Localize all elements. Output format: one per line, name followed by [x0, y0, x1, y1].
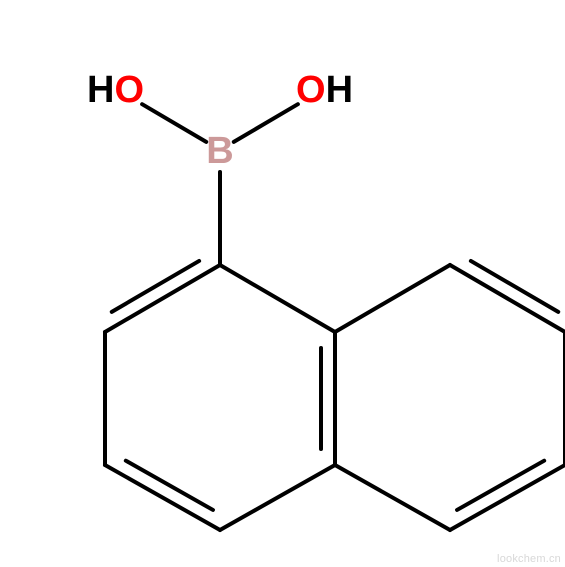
watermark: lookchem.cn — [497, 553, 561, 565]
atom-b: B — [206, 130, 233, 172]
atom-o2: OH — [296, 69, 353, 111]
atom-o1: HO — [87, 69, 144, 111]
molecule-diagram: B HO OH — [0, 0, 565, 567]
